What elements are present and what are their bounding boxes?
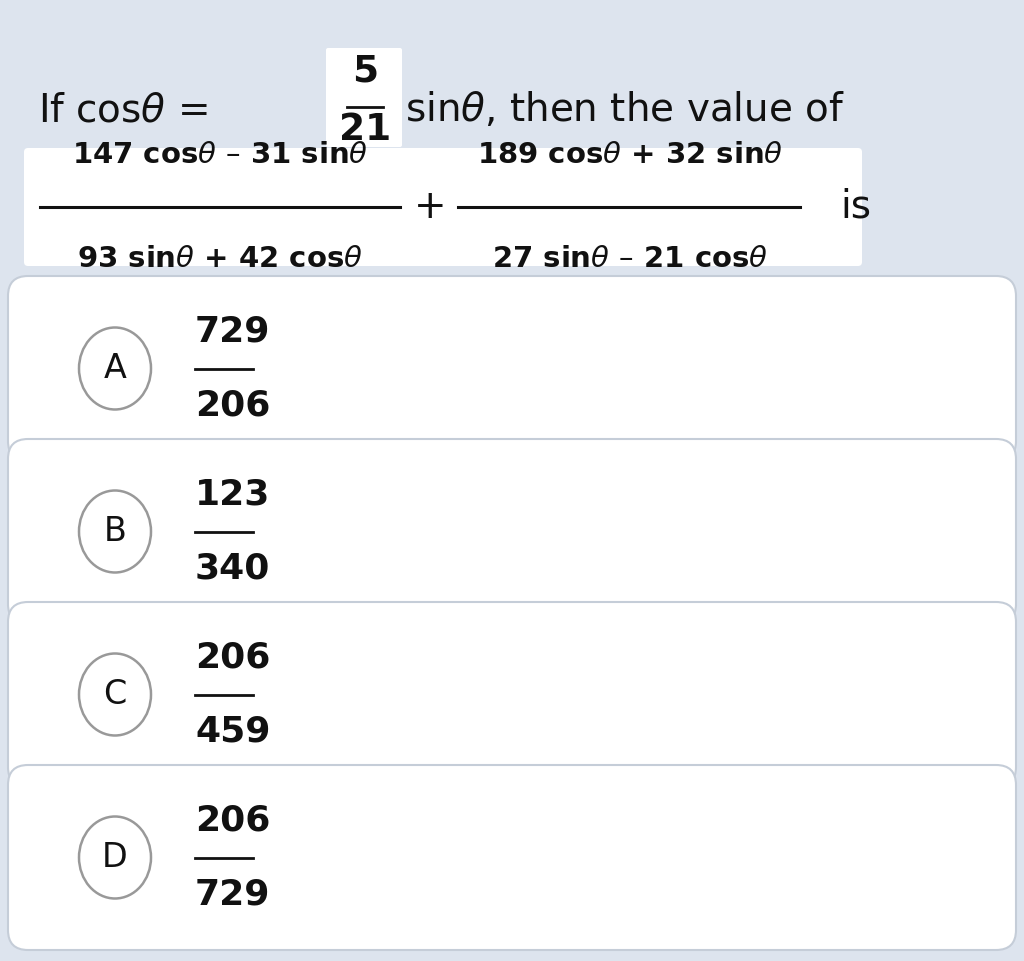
Text: 729: 729	[195, 877, 270, 911]
Text: If cos$\theta$ =: If cos$\theta$ =	[38, 91, 212, 129]
Text: 459: 459	[195, 714, 270, 749]
FancyBboxPatch shape	[24, 148, 862, 266]
Ellipse shape	[79, 328, 151, 409]
Text: 27 sin$\theta$ – 21 cos$\theta$: 27 sin$\theta$ – 21 cos$\theta$	[493, 245, 768, 273]
Text: 206: 206	[195, 803, 270, 837]
Text: 147 cos$\theta$ – 31 sin$\theta$: 147 cos$\theta$ – 31 sin$\theta$	[72, 141, 368, 169]
Text: 729: 729	[195, 314, 270, 349]
Text: 206: 206	[195, 388, 270, 423]
FancyBboxPatch shape	[8, 765, 1016, 950]
Text: 206: 206	[195, 640, 270, 675]
Text: 189 cos$\theta$ + 32 sin$\theta$: 189 cos$\theta$ + 32 sin$\theta$	[477, 141, 783, 169]
Text: 21: 21	[339, 112, 391, 148]
Ellipse shape	[79, 653, 151, 735]
Text: A: A	[103, 352, 126, 385]
Ellipse shape	[79, 490, 151, 573]
Text: 93 sin$\theta$ + 42 cos$\theta$: 93 sin$\theta$ + 42 cos$\theta$	[77, 245, 362, 273]
Ellipse shape	[79, 817, 151, 899]
Text: D: D	[102, 841, 128, 874]
Text: 5: 5	[352, 54, 378, 90]
Text: C: C	[103, 678, 127, 711]
Text: sin$\theta$, then the value of: sin$\theta$, then the value of	[406, 90, 845, 130]
Text: +: +	[414, 188, 446, 226]
Text: 340: 340	[195, 552, 270, 585]
Text: is: is	[840, 188, 871, 226]
FancyBboxPatch shape	[8, 439, 1016, 624]
FancyBboxPatch shape	[8, 602, 1016, 787]
FancyBboxPatch shape	[8, 276, 1016, 461]
Text: 123: 123	[195, 478, 270, 511]
FancyBboxPatch shape	[326, 48, 402, 147]
Text: B: B	[103, 515, 126, 548]
